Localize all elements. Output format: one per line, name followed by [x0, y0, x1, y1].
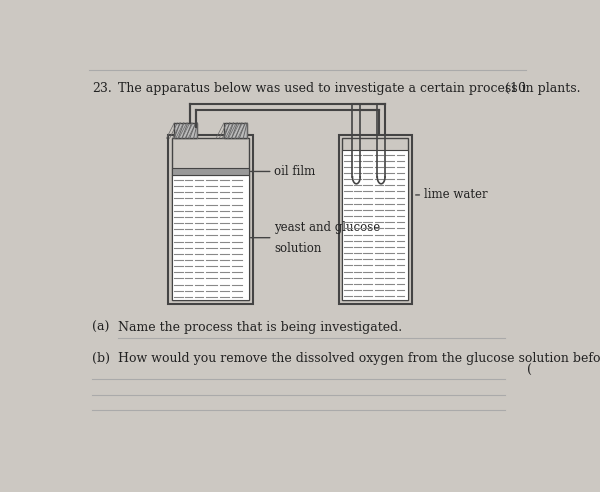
- Text: yeast and glucose: yeast and glucose: [274, 221, 380, 234]
- Bar: [174, 123, 197, 138]
- Bar: [172, 138, 250, 300]
- Text: (a): (a): [92, 321, 109, 334]
- Bar: [172, 168, 250, 175]
- Text: oil film: oil film: [274, 165, 316, 178]
- Text: (: (: [527, 364, 532, 377]
- Text: Name the process that is being investigated.: Name the process that is being investiga…: [118, 321, 402, 334]
- Bar: [172, 175, 250, 300]
- Bar: [343, 150, 408, 300]
- Bar: [168, 134, 253, 304]
- Text: solution: solution: [274, 242, 322, 254]
- Text: The apparatus below was used to investigate a certain process in plants.: The apparatus below was used to investig…: [118, 82, 580, 95]
- Text: lime water: lime water: [424, 188, 487, 201]
- Bar: [343, 138, 408, 300]
- Bar: [224, 123, 247, 138]
- Text: How would you remove the dissolved oxygen from the glucose solution before the e: How would you remove the dissolved oxyge…: [118, 352, 600, 365]
- Text: (10: (10: [505, 82, 526, 95]
- Text: 23.: 23.: [92, 82, 112, 95]
- Bar: [338, 134, 412, 304]
- Text: (b): (b): [92, 352, 110, 365]
